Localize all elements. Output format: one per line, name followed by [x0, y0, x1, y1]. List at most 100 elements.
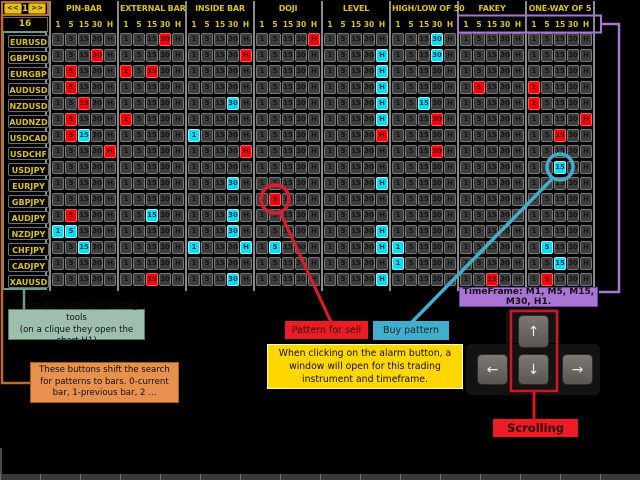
alarm-cell-eurjpy-g6-H[interactable]: H [512, 177, 524, 190]
alarm-cell-cadjpy-g5-H[interactable]: H [444, 257, 456, 270]
alarm-cell-usdjpy-g0-15[interactable]: 15 [78, 161, 90, 174]
alarm-cell-gbpjpy-g2-30[interactable]: 30 [227, 193, 239, 206]
alarm-cell-usdchf-g4-H[interactable]: H [376, 145, 388, 158]
alarm-cell-nzdjpy-g3-5[interactable]: 5 [269, 225, 281, 238]
alarm-cell-cadjpy-g3-30[interactable]: 30 [295, 257, 307, 270]
alarm-cell-usdjpy-g6-H[interactable]: H [512, 161, 524, 174]
alarm-cell-audusd-g3-15[interactable]: 15 [282, 81, 294, 94]
alarm-cell-usdchf-g4-1[interactable]: 1 [324, 145, 336, 158]
alarm-cell-eurgbp-g7-30[interactable]: 30 [567, 65, 579, 78]
alarm-cell-usdcad-g7-1[interactable]: 1 [528, 129, 540, 142]
alarm-cell-audjpy-g1-5[interactable]: 5 [133, 209, 145, 222]
alarm-cell-usdchf-g7-H[interactable]: H [580, 145, 592, 158]
alarm-cell-nzdusd-g2-1[interactable]: 1 [188, 97, 200, 110]
alarm-cell-eurgbp-g1-5[interactable]: 5 [133, 65, 145, 78]
alarm-cell-usdchf-g3-H[interactable]: H [308, 145, 320, 158]
alarm-cell-chfjpy-g2-H[interactable]: H [240, 241, 252, 254]
alarm-cell-eurjpy-g4-15[interactable]: 15 [350, 177, 362, 190]
alarm-cell-audusd-g4-5[interactable]: 5 [337, 81, 349, 94]
alarm-cell-xauusd-g4-15[interactable]: 15 [350, 273, 362, 286]
alarm-cell-nzdjpy-g7-H[interactable]: H [580, 225, 592, 238]
alarm-cell-nzdjpy-g5-30[interactable]: 30 [431, 225, 443, 238]
alarm-cell-audusd-g6-H[interactable]: H [512, 81, 524, 94]
alarm-cell-eurgbp-g3-30[interactable]: 30 [295, 65, 307, 78]
alarm-cell-eurusd-g7-H[interactable]: H [580, 33, 592, 46]
alarm-cell-eurgbp-g7-1[interactable]: 1 [528, 65, 540, 78]
alarm-cell-chfjpy-g1-H[interactable]: H [172, 241, 184, 254]
alarm-cell-audnzd-g0-15[interactable]: 15 [78, 113, 90, 126]
alarm-cell-gbpjpy-g7-5[interactable]: 5 [541, 193, 553, 206]
alarm-cell-gbpjpy-g0-5[interactable]: 5 [65, 193, 77, 206]
alarm-cell-cadjpy-g3-H[interactable]: H [308, 257, 320, 270]
alarm-cell-usdcad-g6-15[interactable]: 15 [486, 129, 498, 142]
alarm-cell-usdchf-g2-1[interactable]: 1 [188, 145, 200, 158]
alarm-cell-eurusd-g2-1[interactable]: 1 [188, 33, 200, 46]
alarm-cell-nzdusd-g2-5[interactable]: 5 [201, 97, 213, 110]
alarm-cell-audjpy-g3-H[interactable]: H [308, 209, 320, 222]
alarm-cell-xauusd-g6-1[interactable]: 1 [460, 273, 472, 286]
alarm-cell-eurusd-g2-30[interactable]: 30 [227, 33, 239, 46]
alarm-cell-cadjpy-g2-15[interactable]: 15 [214, 257, 226, 270]
alarm-cell-gbpusd-g2-1[interactable]: 1 [188, 49, 200, 62]
alarm-cell-usdcad-g6-30[interactable]: 30 [499, 129, 511, 142]
alarm-cell-usdjpy-g0-5[interactable]: 5 [65, 161, 77, 174]
alarm-cell-usdjpy-g0-H[interactable]: H [104, 161, 116, 174]
alarm-cell-audnzd-g1-1[interactable]: 1 [120, 113, 132, 126]
alarm-cell-usdjpy-g3-H[interactable]: H [308, 161, 320, 174]
alarm-cell-usdchf-g6-15[interactable]: 15 [486, 145, 498, 158]
alarm-cell-usdjpy-g2-H[interactable]: H [240, 161, 252, 174]
alarm-cell-eurusd-g0-H[interactable]: H [104, 33, 116, 46]
alarm-cell-eurjpy-g4-H[interactable]: H [376, 177, 388, 190]
alarm-cell-eurjpy-g1-30[interactable]: 30 [159, 177, 171, 190]
alarm-cell-usdchf-g5-5[interactable]: 5 [405, 145, 417, 158]
alarm-cell-eurusd-g3-1[interactable]: 1 [256, 33, 268, 46]
alarm-cell-audjpy-g7-15[interactable]: 15 [554, 209, 566, 222]
alarm-cell-audnzd-g2-1[interactable]: 1 [188, 113, 200, 126]
alarm-cell-eurusd-g5-5[interactable]: 5 [405, 33, 417, 46]
alarm-cell-usdjpy-g4-1[interactable]: 1 [324, 161, 336, 174]
alarm-cell-audnzd-g3-5[interactable]: 5 [269, 113, 281, 126]
alarm-cell-eurgbp-g0-15[interactable]: 15 [78, 65, 90, 78]
alarm-cell-eurusd-g4-H[interactable]: H [376, 33, 388, 46]
alarm-cell-xauusd-g7-1[interactable]: 1 [528, 273, 540, 286]
alarm-cell-chfjpy-g0-5[interactable]: 5 [65, 241, 77, 254]
alarm-cell-eurjpy-g0-5[interactable]: 5 [65, 177, 77, 190]
alarm-cell-audnzd-g3-H[interactable]: H [308, 113, 320, 126]
alarm-cell-eurjpy-g1-5[interactable]: 5 [133, 177, 145, 190]
alarm-cell-nzdusd-g3-15[interactable]: 15 [282, 97, 294, 110]
alarm-cell-usdjpy-g3-1[interactable]: 1 [256, 161, 268, 174]
alarm-cell-nzdusd-g6-15[interactable]: 15 [486, 97, 498, 110]
alarm-cell-gbpjpy-g2-15[interactable]: 15 [214, 193, 226, 206]
alarm-cell-audusd-g0-1[interactable]: 1 [52, 81, 64, 94]
alarm-cell-nzdjpy-g4-1[interactable]: 1 [324, 225, 336, 238]
alarm-cell-xauusd-g1-H[interactable]: H [172, 273, 184, 286]
alarm-cell-eurgbp-g1-1[interactable]: 1 [120, 65, 132, 78]
shift-next-button[interactable]: >> [28, 3, 46, 14]
alarm-cell-nzdjpy-g5-5[interactable]: 5 [405, 225, 417, 238]
alarm-cell-audusd-g1-1[interactable]: 1 [120, 81, 132, 94]
alarm-cell-eurjpy-g0-1[interactable]: 1 [52, 177, 64, 190]
alarm-cell-gbpjpy-g2-H[interactable]: H [240, 193, 252, 206]
alarm-cell-gbpjpy-g3-30[interactable]: 30 [295, 193, 307, 206]
alarm-cell-nzdjpy-g1-15[interactable]: 15 [146, 225, 158, 238]
alarm-cell-nzdusd-g6-1[interactable]: 1 [460, 97, 472, 110]
alarm-cell-xauusd-g5-5[interactable]: 5 [405, 273, 417, 286]
alarm-cell-audnzd-g1-5[interactable]: 5 [133, 113, 145, 126]
pair-button-nzdjpy[interactable]: NZDJPY [8, 227, 49, 240]
alarm-cell-gbpjpy-g5-H[interactable]: H [444, 193, 456, 206]
alarm-cell-usdjpy-g2-5[interactable]: 5 [201, 161, 213, 174]
alarm-cell-cadjpy-g0-5[interactable]: 5 [65, 257, 77, 270]
alarm-cell-usdcad-g2-1[interactable]: 1 [188, 129, 200, 142]
alarm-cell-audusd-g7-H[interactable]: H [580, 81, 592, 94]
alarm-cell-eurusd-g4-15[interactable]: 15 [350, 33, 362, 46]
alarm-cell-audusd-g6-30[interactable]: 30 [499, 81, 511, 94]
pair-button-usdcad[interactable]: USDCAD [8, 131, 49, 144]
alarm-cell-gbpjpy-g7-H[interactable]: H [580, 193, 592, 206]
alarm-cell-audjpy-g7-30[interactable]: 30 [567, 209, 579, 222]
alarm-cell-nzdjpy-g6-1[interactable]: 1 [460, 225, 472, 238]
alarm-cell-chfjpy-g0-30[interactable]: 30 [91, 241, 103, 254]
alarm-cell-audusd-g0-15[interactable]: 15 [78, 81, 90, 94]
alarm-cell-usdchf-g1-H[interactable]: H [172, 145, 184, 158]
alarm-cell-gbpjpy-g6-H[interactable]: H [512, 193, 524, 206]
alarm-cell-usdchf-g2-H[interactable]: H [240, 145, 252, 158]
